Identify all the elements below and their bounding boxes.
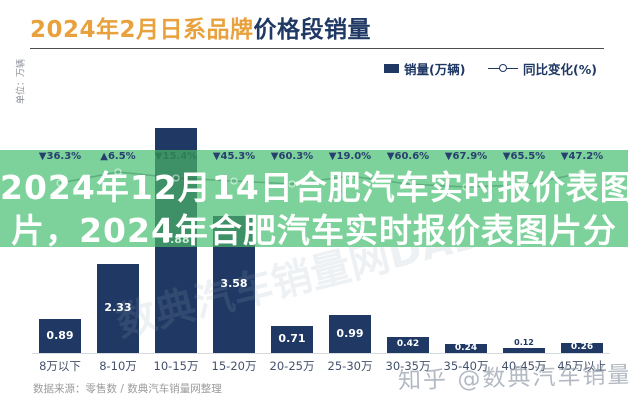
bar (387, 337, 429, 353)
legend-sales-label: 销量(万辆) (404, 62, 466, 77)
overlay-headline-line1: 2024年12月14日合肥汽车实时报价表图 (0, 168, 628, 207)
bar-value-label: 3.58 (220, 277, 248, 290)
bar-value-label: 0.99 (336, 327, 364, 340)
title-highlight: 2024年2月日系品牌 (30, 17, 254, 43)
x-axis-label: 15-20万 (211, 359, 257, 373)
bar-band-tint (213, 216, 255, 247)
page-title: 2024年2月日系品牌价格段销量 (30, 10, 371, 44)
x-axis-label: 20-25万 (269, 359, 315, 373)
line-marker-icon (488, 64, 518, 73)
yoy-percent-label: ▼67.9% (444, 151, 488, 162)
bar-swatch-icon (384, 64, 399, 73)
yoy-point-marker (520, 181, 528, 189)
bar-value-label: 0.89 (46, 329, 74, 342)
bar (39, 319, 81, 353)
yoy-point-marker (114, 168, 122, 176)
bar-value-label: 0.24 (454, 343, 478, 353)
title-divider (30, 48, 604, 49)
legend-yoy: 同比变化(%) (488, 59, 597, 78)
yoy-percent-label: ▼60.6% (386, 151, 430, 162)
x-axis-label: 8万以下 (39, 359, 81, 373)
bar (445, 344, 487, 353)
yoy-percent-label: ▼19.0% (328, 151, 372, 162)
bar (503, 348, 545, 353)
bar-value-label: 0.26 (570, 342, 594, 352)
yoy-point-marker (288, 180, 296, 188)
bar-value-label: 2.33 (104, 301, 132, 314)
bar (561, 343, 603, 353)
yoy-point-marker (230, 177, 238, 185)
yoy-percent-label: ▲6.5% (100, 151, 136, 162)
x-axis-label: 35-40万 (443, 359, 489, 373)
data-source-note: 数据来源：零售数 / 数典汽车销量网整理 (33, 383, 222, 395)
x-axis-label: 30-35万 (385, 359, 431, 373)
x-axis-label: 40-45万 (501, 359, 547, 373)
bar-band-tint (155, 150, 197, 247)
legend-sales: 销量(万辆) (384, 59, 465, 78)
yoy-percent-label: ▼45.3% (212, 151, 256, 162)
y-axis-unit-label: 单位：万辆 (16, 59, 27, 105)
yoy-line-chart (56, 168, 586, 191)
x-axis-line (32, 353, 610, 354)
yoy-percent-label: ▼65.5% (502, 151, 546, 162)
bar (271, 326, 313, 353)
yoy-percent-label: ▼60.3% (270, 151, 314, 162)
x-axis-label: 10-15万 (153, 359, 199, 373)
yoy-point-marker (346, 172, 354, 180)
bar-value-label: 0.71 (278, 332, 306, 345)
bar-value-label: 0.12 (514, 338, 534, 347)
bar-value-label: 0.42 (396, 339, 420, 349)
x-axis-label: 25-30万 (327, 359, 373, 373)
legend-yoy-label: 同比变化(%) (523, 62, 597, 77)
x-axis-label: 8-10万 (99, 359, 137, 373)
x-axis-label: 45万以上 (557, 359, 607, 373)
yoy-point-marker (56, 179, 64, 187)
green-overlay-band (0, 150, 628, 247)
yoy-percent-label: ▼15.4% (154, 151, 198, 162)
yoy-point-marker (578, 169, 586, 177)
yoy-point-marker (462, 183, 470, 191)
bar-value-label: 5.88 (162, 233, 190, 246)
yoy-percent-label: ▼47.2% (560, 151, 604, 162)
bar (97, 264, 139, 353)
title-rest: 价格段销量 (253, 17, 372, 43)
bar (329, 315, 371, 353)
yoy-percent-label: ▼36.3% (38, 151, 82, 162)
overlay-headline-line2: 片，2024年合肥汽车实时报价表图片分 (11, 211, 617, 250)
zhihu-watermark: 知乎 @数典汽车销量网 (397, 361, 628, 395)
yoy-point-marker (172, 174, 180, 182)
yoy-point-marker (404, 180, 412, 188)
